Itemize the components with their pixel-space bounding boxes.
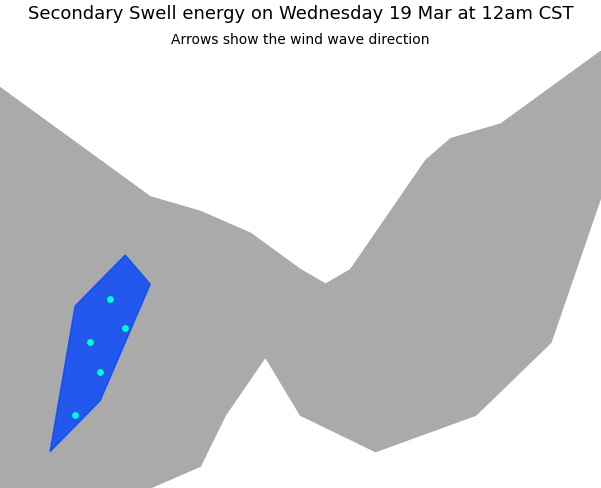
Polygon shape [50,255,150,451]
Point [96,367,105,375]
Point [120,324,130,332]
Text: Secondary Swell energy on Wednesday 19 Mar at 12am CST: Secondary Swell energy on Wednesday 19 M… [28,5,573,23]
Text: Arrows show the wind wave direction: Arrows show the wind wave direction [171,33,430,47]
Polygon shape [0,51,601,488]
Point [105,295,115,303]
Point [70,411,80,419]
Point [85,339,95,346]
